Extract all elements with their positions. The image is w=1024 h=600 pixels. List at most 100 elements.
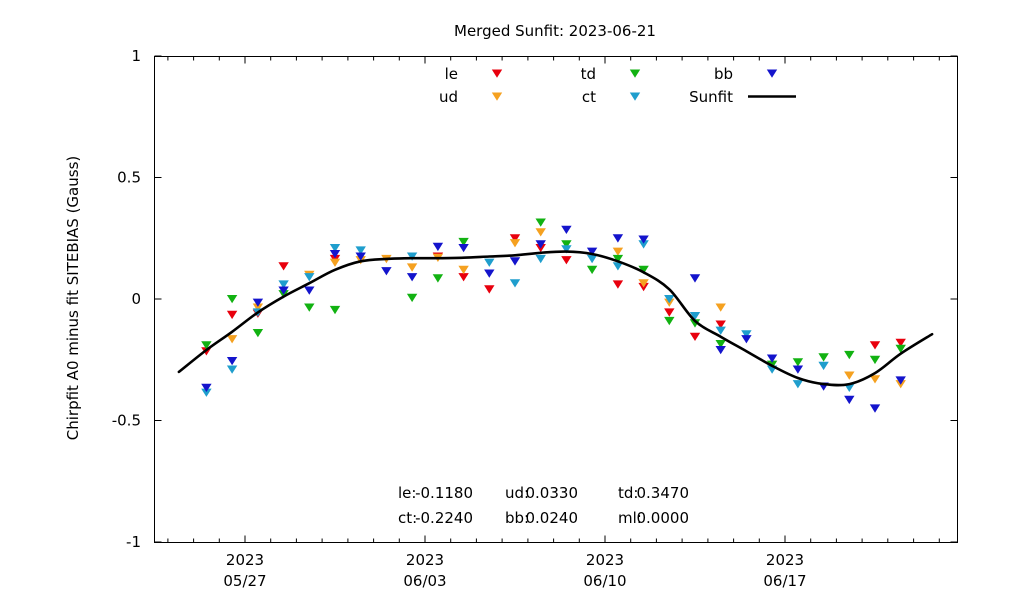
plot-border-rect	[154, 56, 958, 543]
bb-point	[766, 354, 778, 363]
bb-point	[432, 242, 444, 252]
ct-point	[355, 246, 366, 255]
ud-point	[252, 303, 264, 312]
td-point	[792, 358, 804, 367]
td-point	[664, 316, 675, 326]
ud-point	[638, 279, 649, 288]
ud-point	[458, 265, 469, 275]
td-point	[561, 240, 572, 249]
bb-point	[869, 404, 881, 413]
td-point	[818, 353, 829, 362]
ct-point	[226, 365, 238, 374]
series-sunfit-line	[177, 250, 934, 387]
y-axis-label: Chirpfit A0 minus fit SITEBIAS (Gauss)	[64, 156, 82, 441]
legend-marker-ud	[491, 92, 503, 101]
td-point	[458, 237, 469, 247]
y-tick-label: 1	[131, 47, 141, 65]
le-point	[458, 273, 469, 282]
le-point	[895, 338, 906, 347]
y-tick-label: -1	[126, 533, 141, 551]
y-tick-label: -0.5	[112, 412, 141, 430]
le-point	[664, 308, 675, 317]
ct-point	[406, 252, 418, 261]
legend-marker-td	[629, 69, 641, 78]
ct-point	[818, 361, 829, 371]
ud-point	[869, 375, 881, 384]
legend-label-ct: ct	[582, 88, 596, 106]
stat-value: 0.0330	[526, 484, 579, 502]
le-point	[869, 341, 881, 350]
tick-labels: 1 0.5 0 -0.5 -1 2023 05/27 2023 06/03 2023 06/10 20…	[112, 47, 807, 590]
ct-point	[715, 326, 726, 335]
bb-point	[895, 376, 906, 385]
bb-point	[844, 395, 855, 405]
td-point	[535, 218, 546, 227]
bb-point	[586, 247, 598, 256]
td-point	[869, 355, 881, 365]
x-tick-label-date: 06/03	[403, 572, 446, 590]
legend-label-bb: bb	[714, 65, 733, 83]
td-point	[715, 340, 726, 349]
x-tick-label-date: 06/10	[583, 572, 626, 590]
td-point	[406, 293, 418, 303]
bb-point	[638, 235, 649, 244]
chart-title: Merged Sunfit: 2023-06-21	[454, 22, 656, 40]
x-tick-label-year: 2023	[406, 551, 444, 569]
plot-border	[154, 56, 958, 543]
ud-point	[406, 263, 418, 272]
td-point	[329, 305, 341, 315]
y-tick-label: 0.5	[117, 169, 141, 187]
ct-point	[484, 258, 495, 267]
series-td	[201, 218, 906, 369]
legend-label-ud: ud	[439, 88, 458, 106]
bb-point	[304, 286, 315, 295]
le-point	[561, 256, 572, 265]
ct-point	[561, 245, 572, 254]
ct-point	[535, 254, 546, 264]
axis-ticks	[154, 55, 958, 543]
chart-legend: le ud td ct bb Sunfit	[439, 65, 796, 106]
y-tick-label: 0	[131, 290, 141, 308]
stat-value: 0.3470	[637, 484, 690, 502]
ud-point	[226, 335, 238, 344]
td-point	[689, 319, 701, 328]
stat-label: ml:	[618, 509, 642, 527]
data-series	[201, 218, 906, 413]
ct-point	[586, 254, 598, 264]
legend-marker-le	[491, 69, 503, 78]
ud-point	[844, 371, 855, 380]
x-tick-label-date: 05/27	[223, 572, 266, 590]
td-point	[844, 350, 855, 360]
bb-point	[689, 274, 701, 283]
legend-marker-ct	[629, 92, 641, 101]
bb-point	[535, 240, 546, 249]
ud-point	[612, 247, 624, 256]
le-point	[226, 310, 238, 320]
x-tick-label-year: 2023	[766, 551, 804, 569]
td-point	[612, 254, 624, 264]
ct-point	[329, 244, 341, 253]
stat-label: ud:	[505, 484, 529, 502]
bb-point	[201, 383, 212, 392]
bb-point	[484, 269, 495, 278]
bb-point	[252, 298, 264, 307]
ud-point	[715, 303, 726, 312]
stat-label: bb:	[505, 509, 529, 527]
stat-label: ct:	[398, 509, 417, 527]
ct-point	[741, 330, 752, 339]
sunfit-curve	[177, 250, 934, 387]
bb-point	[355, 252, 366, 261]
bb-point	[278, 286, 289, 295]
stat-value: -0.2240	[415, 509, 473, 527]
ct-point	[612, 262, 624, 271]
le-point	[715, 320, 726, 329]
stat-label: le:	[398, 484, 416, 502]
stat-value: 0.0240	[526, 509, 579, 527]
td-point	[638, 265, 649, 275]
bb-point	[458, 244, 469, 253]
legend-label-le: le	[445, 65, 458, 83]
ct-point	[792, 380, 804, 389]
le-point	[689, 332, 701, 341]
